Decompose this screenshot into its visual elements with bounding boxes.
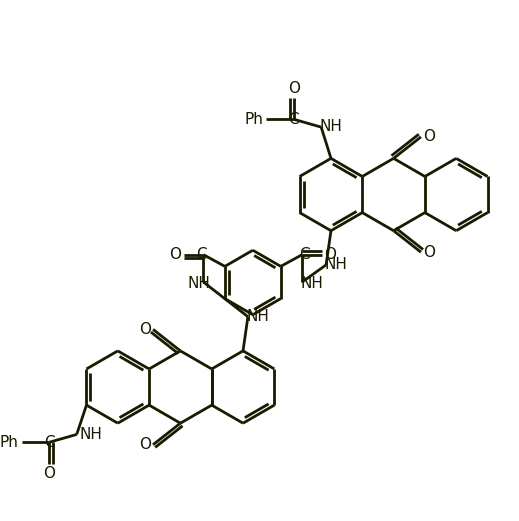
Text: C: C [289,112,299,127]
Text: C: C [196,247,207,262]
Text: Ph: Ph [0,435,19,450]
Text: NH: NH [301,277,323,291]
Text: NH: NH [187,277,210,291]
Text: O: O [423,129,435,144]
Text: NH: NH [80,427,103,442]
Text: O: O [169,247,181,262]
Text: NH: NH [324,257,347,272]
Text: O: O [139,437,151,452]
Text: C: C [299,247,309,262]
Text: Ph: Ph [244,112,263,127]
Text: O: O [423,245,435,259]
Text: NH: NH [320,119,343,134]
Text: O: O [44,466,56,481]
Text: O: O [288,81,300,95]
Text: O: O [139,322,151,337]
Text: C: C [44,435,54,450]
Text: NH: NH [246,309,269,324]
Text: O: O [324,247,336,262]
